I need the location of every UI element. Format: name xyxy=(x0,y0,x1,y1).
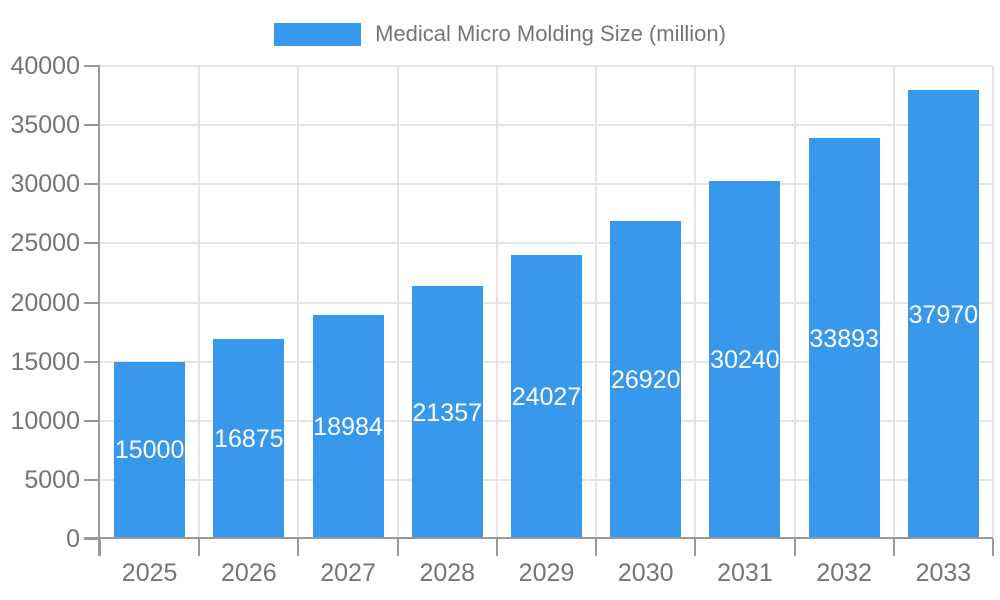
x-axis-tick-label: 2025 xyxy=(121,559,178,587)
y-axis-tick-label: 5000 xyxy=(24,465,80,494)
bar-value-label: 18984 xyxy=(313,412,383,441)
y-axis-tick xyxy=(84,301,100,304)
bar-value-label: 24027 xyxy=(511,382,582,411)
y-axis-tick-label: 30000 xyxy=(10,170,80,199)
bar-value-label: 21357 xyxy=(412,398,483,427)
x-axis-tick xyxy=(595,539,598,556)
x-axis-tick xyxy=(198,539,201,556)
x-gridline xyxy=(495,66,498,539)
x-gridline xyxy=(793,66,796,539)
y-axis-tick-label: 25000 xyxy=(10,229,80,258)
bar-value-label: 26920 xyxy=(610,365,681,394)
y-axis-tick-label: 0 xyxy=(66,525,80,553)
x-axis-tick xyxy=(694,539,697,556)
legend-swatch xyxy=(274,22,362,46)
x-axis-tick-label: 2027 xyxy=(320,559,376,587)
y-axis-tick-label: 35000 xyxy=(10,111,80,140)
y-axis-tick xyxy=(84,65,100,67)
y-axis-tick xyxy=(84,360,100,363)
y-axis-tick-label: 10000 xyxy=(10,406,80,435)
y-gridline xyxy=(100,124,993,127)
bar xyxy=(114,361,186,539)
x-gridline xyxy=(694,66,697,539)
x-gridline xyxy=(595,66,598,539)
y-axis-tick-label: 20000 xyxy=(10,288,80,317)
legend: Medical Micro Molding Size (million) xyxy=(0,20,1000,48)
x-axis-tick-label: 2030 xyxy=(617,559,674,587)
bar-value-label: 33893 xyxy=(809,324,879,353)
legend-label: Medical Micro Molding Size (million) xyxy=(375,21,726,46)
bar-value-label: 16875 xyxy=(214,425,284,454)
y-gridline xyxy=(100,242,993,245)
y-axis-tick xyxy=(84,538,100,540)
x-gridline xyxy=(198,66,201,539)
bar-value-label: 15000 xyxy=(114,436,185,465)
x-gridline xyxy=(396,66,399,539)
x-gridline xyxy=(297,66,300,539)
y-gridline xyxy=(100,65,993,67)
x-axis-tick-label: 2032 xyxy=(816,559,872,587)
bar xyxy=(312,314,384,539)
y-axis-line xyxy=(98,66,100,556)
bar-value-label: 37970 xyxy=(908,300,979,329)
x-axis-tick xyxy=(99,539,101,556)
bar xyxy=(808,138,880,539)
bar xyxy=(610,220,682,539)
x-axis-tick xyxy=(992,539,994,556)
y-axis-tick xyxy=(84,124,100,127)
x-axis-tick xyxy=(297,539,300,556)
x-axis-tick-label: 2028 xyxy=(419,559,476,587)
x-axis-line xyxy=(84,537,993,539)
x-axis-tick-label: 2033 xyxy=(915,559,972,587)
bar xyxy=(511,254,582,539)
x-axis-tick-label: 2029 xyxy=(518,559,575,587)
y-axis-tick-label: 40000 xyxy=(10,52,80,80)
y-axis-tick xyxy=(84,478,100,481)
x-axis-tick xyxy=(892,539,895,556)
y-gridline xyxy=(100,183,993,186)
x-gridline xyxy=(992,66,994,539)
x-axis-tick xyxy=(396,539,399,556)
bar xyxy=(907,90,979,539)
x-axis-tick xyxy=(495,539,498,556)
bar-value-label: 30240 xyxy=(710,346,780,375)
y-axis-tick xyxy=(84,183,100,186)
x-axis-tick-label: 2031 xyxy=(717,559,773,587)
bar xyxy=(213,339,285,539)
x-axis-tick-label: 2026 xyxy=(221,559,277,587)
bar xyxy=(411,286,483,539)
bar xyxy=(709,181,781,539)
x-axis-tick xyxy=(793,539,796,556)
x-gridline xyxy=(892,66,895,539)
y-axis-tick-label: 15000 xyxy=(10,347,80,376)
y-axis-tick xyxy=(84,419,100,422)
y-axis-tick xyxy=(84,242,100,245)
